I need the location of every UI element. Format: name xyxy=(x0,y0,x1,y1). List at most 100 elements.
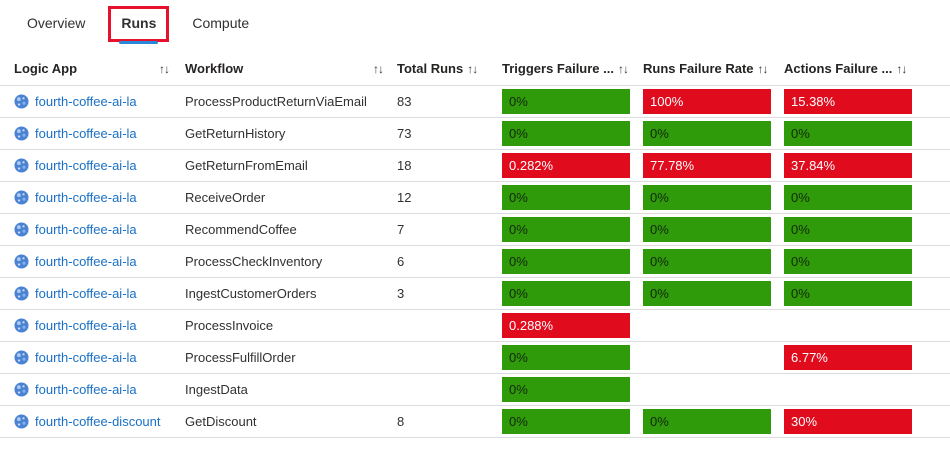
sort-icon[interactable]: ↑↓ xyxy=(617,61,629,76)
table-row[interactable]: fourth-coffee-discount GetDiscount 8 0% … xyxy=(0,406,950,438)
workflow-name: ReceiveOrder xyxy=(185,190,266,205)
total-runs-value: 3 xyxy=(397,286,405,301)
column-header-triggers-failure: Triggers Failure ... xyxy=(502,61,614,76)
sort-icon[interactable]: ↑↓ xyxy=(896,61,907,76)
logic-app-link[interactable]: fourth-coffee-ai-la xyxy=(35,286,137,301)
actions-failure-badge: 0% xyxy=(784,185,912,210)
table-row[interactable]: fourth-coffee-ai-la ProcessInvoice 0.288… xyxy=(0,310,950,342)
triggers-failure-badge: 0% xyxy=(502,281,630,306)
table-row[interactable]: fourth-coffee-ai-la GetReturnFromEmail 1… xyxy=(0,150,950,182)
logic-app-link[interactable]: fourth-coffee-ai-la xyxy=(35,318,137,333)
column-header-actions-failure: Actions Failure ... xyxy=(784,61,893,76)
actions-failure-badge: 37.84% xyxy=(784,153,912,178)
triggers-failure-badge: 0% xyxy=(502,89,630,114)
triggers-failure-badge: 0% xyxy=(502,377,630,402)
column-header-logic-app: Logic App xyxy=(14,61,78,76)
runs-failure-badge: 0% xyxy=(643,409,771,434)
sort-icon[interactable]: ↑↓ xyxy=(467,61,478,76)
logic-app-link[interactable]: fourth-coffee-ai-la xyxy=(35,158,137,173)
logic-app-link[interactable]: fourth-coffee-ai-la xyxy=(35,190,137,205)
logic-app-icon xyxy=(14,254,29,269)
triggers-failure-badge: 0% xyxy=(502,409,630,434)
total-runs-value: 73 xyxy=(397,126,412,141)
logic-app-icon xyxy=(14,350,29,365)
column-header-runs-failure-rate: Runs Failure Rate xyxy=(643,61,754,76)
triggers-failure-badge: 0% xyxy=(502,217,630,242)
triggers-failure-badge: 0.282% xyxy=(502,153,630,178)
workflow-name: ProcessFulfillOrder xyxy=(185,350,296,365)
logic-app-icon xyxy=(14,414,29,429)
logic-app-link[interactable]: fourth-coffee-ai-la xyxy=(35,222,137,237)
total-runs-value: 6 xyxy=(397,254,405,269)
sort-icon[interactable]: ↑↓ xyxy=(159,61,170,76)
column-header-total-runs: Total Runs xyxy=(397,61,464,76)
workflow-name: GetDiscount xyxy=(185,414,257,429)
triggers-failure-badge: 0% xyxy=(502,121,630,146)
logic-app-icon xyxy=(14,286,29,301)
tab-compute-label: Compute xyxy=(192,15,250,31)
total-runs-value: 83 xyxy=(397,94,412,109)
logic-app-link[interactable]: fourth-coffee-ai-la xyxy=(35,350,137,365)
workflow-name: GetReturnFromEmail xyxy=(185,158,308,173)
table-row[interactable]: fourth-coffee-ai-la ReceiveOrder 12 0% 0… xyxy=(0,182,950,214)
runs-table: Logic App ↑↓ Workflow ↑↓ Total Runs ↑↓ T… xyxy=(0,52,950,438)
tab-runs[interactable]: Runs xyxy=(108,6,170,44)
workflow-name: ProcessCheckInventory xyxy=(185,254,323,269)
runs-failure-badge: 0% xyxy=(643,281,771,306)
workflow-name: IngestCustomerOrders xyxy=(185,286,317,301)
actions-failure-badge: 0% xyxy=(784,121,912,146)
logic-app-icon xyxy=(14,382,29,397)
column-header-workflow: Workflow xyxy=(185,61,244,76)
table-row[interactable]: fourth-coffee-ai-la ProcessFulfillOrder … xyxy=(0,342,950,374)
sort-icon[interactable]: ↑↓ xyxy=(757,61,769,76)
logic-app-icon xyxy=(14,222,29,237)
tab-bar: Overview Runs Compute xyxy=(0,0,950,44)
logic-app-icon xyxy=(14,158,29,173)
active-tab-underline xyxy=(119,41,159,44)
table-row[interactable]: fourth-coffee-ai-la ProcessCheckInventor… xyxy=(0,246,950,278)
table-row[interactable]: fourth-coffee-ai-la ProcessProductReturn… xyxy=(0,86,950,118)
logic-app-link[interactable]: fourth-coffee-discount xyxy=(35,414,161,429)
table-row[interactable]: fourth-coffee-ai-la IngestCustomerOrders… xyxy=(0,278,950,310)
actions-failure-badge: 30% xyxy=(784,409,912,434)
logic-app-link[interactable]: fourth-coffee-ai-la xyxy=(35,126,137,141)
table-body: fourth-coffee-ai-la ProcessProductReturn… xyxy=(0,86,950,438)
table-row[interactable]: fourth-coffee-ai-la GetReturnHistory 73 … xyxy=(0,118,950,150)
table-row[interactable]: fourth-coffee-ai-la IngestData 0% xyxy=(0,374,950,406)
runs-failure-badge: 0% xyxy=(643,249,771,274)
tab-runs-label: Runs xyxy=(121,15,157,31)
runs-failure-badge: 77.78% xyxy=(643,153,771,178)
logic-app-link[interactable]: fourth-coffee-ai-la xyxy=(35,382,137,397)
total-runs-value: 18 xyxy=(397,158,412,173)
runs-failure-badge: 0% xyxy=(643,185,771,210)
tab-compute[interactable]: Compute xyxy=(179,6,262,42)
workflow-name: RecommendCoffee xyxy=(185,222,297,237)
logic-app-link[interactable]: fourth-coffee-ai-la xyxy=(35,254,137,269)
actions-failure-badge: 0% xyxy=(784,249,912,274)
runs-failure-badge: 0% xyxy=(643,121,771,146)
runs-failure-badge: 100% xyxy=(643,89,771,114)
logic-app-icon xyxy=(14,126,29,141)
actions-failure-badge: 6.77% xyxy=(784,345,912,370)
triggers-failure-badge: 0% xyxy=(502,249,630,274)
table-header-row: Logic App ↑↓ Workflow ↑↓ Total Runs ↑↓ T… xyxy=(0,52,950,86)
actions-failure-badge: 0% xyxy=(784,217,912,242)
runs-failure-badge: 0% xyxy=(643,217,771,242)
total-runs-value: 8 xyxy=(397,414,405,429)
triggers-failure-badge: 0% xyxy=(502,345,630,370)
actions-failure-badge: 15.38% xyxy=(784,89,912,114)
workflow-name: ProcessProductReturnViaEmail xyxy=(185,94,367,109)
sort-icon[interactable]: ↑↓ xyxy=(373,61,384,76)
actions-failure-badge: 0% xyxy=(784,281,912,306)
total-runs-value: 12 xyxy=(397,190,412,205)
triggers-failure-badge: 0% xyxy=(502,185,630,210)
logic-app-link[interactable]: fourth-coffee-ai-la xyxy=(35,94,137,109)
tab-overview-label: Overview xyxy=(27,15,86,31)
logic-app-icon xyxy=(14,190,29,205)
total-runs-value: 7 xyxy=(397,222,405,237)
tab-overview[interactable]: Overview xyxy=(14,6,98,42)
table-row[interactable]: fourth-coffee-ai-la RecommendCoffee 7 0%… xyxy=(0,214,950,246)
logic-app-icon xyxy=(14,318,29,333)
triggers-failure-badge: 0.288% xyxy=(502,313,630,338)
workflow-name: IngestData xyxy=(185,382,248,397)
